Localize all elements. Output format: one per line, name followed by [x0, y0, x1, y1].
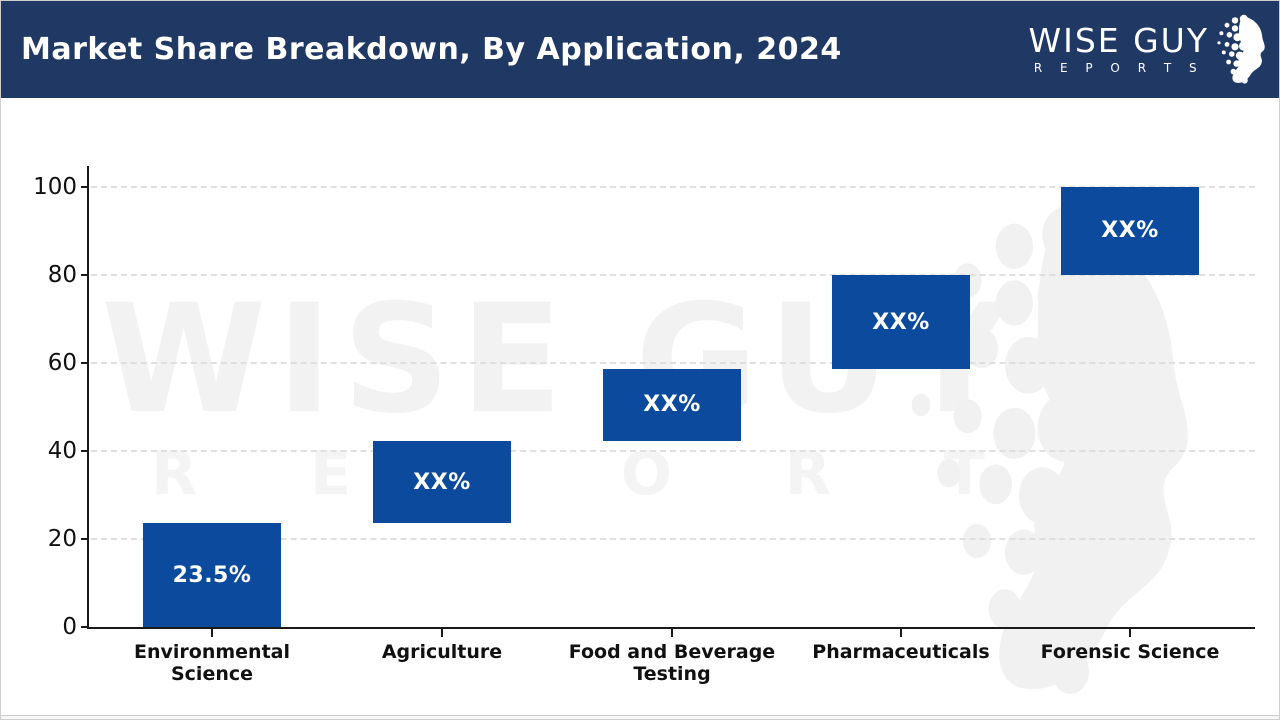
- x-axis-line: [87, 627, 1255, 629]
- y-tick-100: [81, 185, 89, 188]
- category-label-line: Environmental: [134, 641, 290, 663]
- x-tick-0: [211, 629, 213, 637]
- category-label-4: Forensic Science: [1020, 641, 1240, 663]
- x-tick-1: [441, 629, 443, 637]
- y-tick-label-0: 0: [62, 614, 77, 640]
- head-profile-icon: [1217, 14, 1265, 84]
- y-axis-line: [87, 166, 89, 629]
- bar-3: XX%: [832, 275, 970, 369]
- header-bar: Market Share Breakdown, By Application, …: [1, 1, 1279, 98]
- category-label-line: Food and Beverage: [568, 641, 776, 663]
- category-label-line: Forensic Science: [1040, 641, 1220, 663]
- y-tick-label-60: 60: [47, 349, 77, 376]
- category-label-line: Pharmaceuticals: [812, 641, 990, 663]
- gridline-60: [91, 361, 1255, 364]
- plot-area: 0 20 40 60 80 100 23.5% Environmental Science XX%…: [1, 98, 1279, 717]
- category-label-line: Agriculture: [381, 641, 503, 663]
- category-label-0: Environmental Science: [102, 641, 322, 686]
- bar-value-label-0: 23.5%: [172, 562, 252, 588]
- bar-2: XX%: [603, 368, 741, 441]
- y-tick-20: [81, 537, 89, 540]
- bar-0: 23.5%: [143, 523, 281, 627]
- category-label-line: Testing: [633, 663, 711, 686]
- y-tick-80: [81, 273, 89, 276]
- x-tick-3: [900, 629, 902, 637]
- category-label-2: Food and Beverage Testing: [562, 641, 782, 686]
- bar-4: XX%: [1061, 186, 1199, 276]
- logo-name: WISE GUY: [1028, 21, 1209, 60]
- y-tick-label-20: 20: [47, 525, 77, 552]
- category-label-3: Pharmaceuticals: [791, 641, 1011, 663]
- bar-value-label-2: XX%: [643, 392, 701, 418]
- y-tick-label-40: 40: [47, 437, 77, 464]
- watermark-head-profile: [911, 206, 1188, 694]
- y-tick-0: [81, 626, 89, 628]
- bar-value-label-1: XX%: [413, 469, 471, 495]
- bar-value-label-3: XX%: [872, 309, 930, 335]
- chart-title: Market Share Breakdown, By Application, …: [21, 32, 842, 67]
- y-tick-40: [81, 449, 89, 452]
- logo-text: WISE GUY R E P O R T S: [1028, 24, 1209, 75]
- gridline-100: [91, 185, 1255, 188]
- y-tick-60: [81, 361, 89, 364]
- bar-1: XX%: [373, 440, 511, 524]
- logo-subtitle: R E P O R T S: [1033, 61, 1204, 75]
- x-tick-2: [671, 629, 673, 637]
- bar-value-label-4: XX%: [1101, 218, 1159, 244]
- y-tick-label-100: 100: [33, 173, 77, 200]
- gridline-20: [91, 537, 1255, 540]
- wise-guy-reports-logo: WISE GUY R E P O R T S: [1028, 7, 1267, 93]
- footer-strip: [1, 715, 1279, 719]
- category-label-1: Agriculture: [332, 641, 552, 663]
- category-label-line: Science: [170, 663, 254, 686]
- x-tick-4: [1129, 629, 1131, 637]
- y-tick-label-80: 80: [47, 261, 77, 288]
- gridline-40: [91, 449, 1255, 452]
- gridline-80: [91, 273, 1255, 276]
